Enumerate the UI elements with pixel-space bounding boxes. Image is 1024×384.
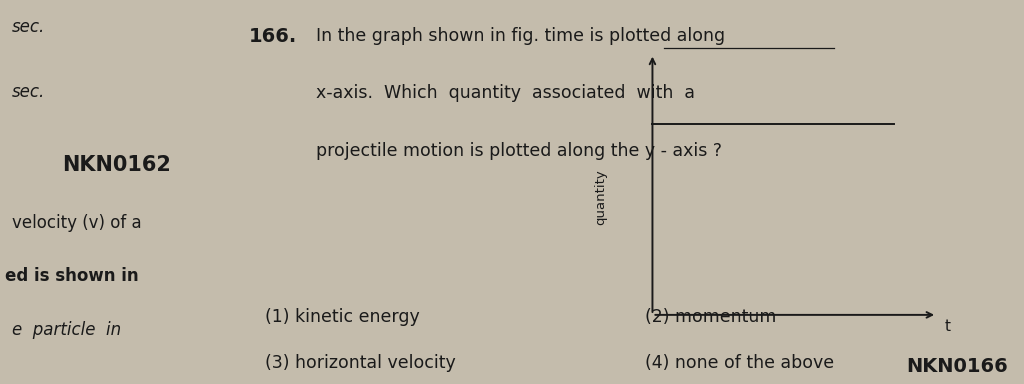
Text: sec.: sec. <box>11 18 45 36</box>
Text: NKN0162: NKN0162 <box>62 155 171 175</box>
Text: x-axis.  Which  quantity  associated  with  a: x-axis. Which quantity associated with a <box>316 84 695 103</box>
Text: sec.: sec. <box>11 83 45 101</box>
Text: t: t <box>945 319 951 334</box>
Text: (4) none of the above: (4) none of the above <box>644 354 834 372</box>
Text: NKN0166: NKN0166 <box>906 358 1009 376</box>
Text: e  particle  in: e particle in <box>11 321 121 339</box>
Text: 166.: 166. <box>249 27 298 46</box>
Text: (1) kinetic energy: (1) kinetic energy <box>265 308 420 326</box>
Text: projectile motion is plotted along the y - axis ?: projectile motion is plotted along the y… <box>316 142 723 160</box>
Text: (3) horizontal velocity: (3) horizontal velocity <box>265 354 456 372</box>
Text: velocity (v) of a: velocity (v) of a <box>11 214 141 232</box>
Text: In the graph shown in fig. time is plotted along: In the graph shown in fig. time is plott… <box>316 27 726 45</box>
Text: ed is shown in: ed is shown in <box>5 268 138 285</box>
Text: (2) momentum: (2) momentum <box>644 308 776 326</box>
Text: quantity: quantity <box>595 169 607 225</box>
